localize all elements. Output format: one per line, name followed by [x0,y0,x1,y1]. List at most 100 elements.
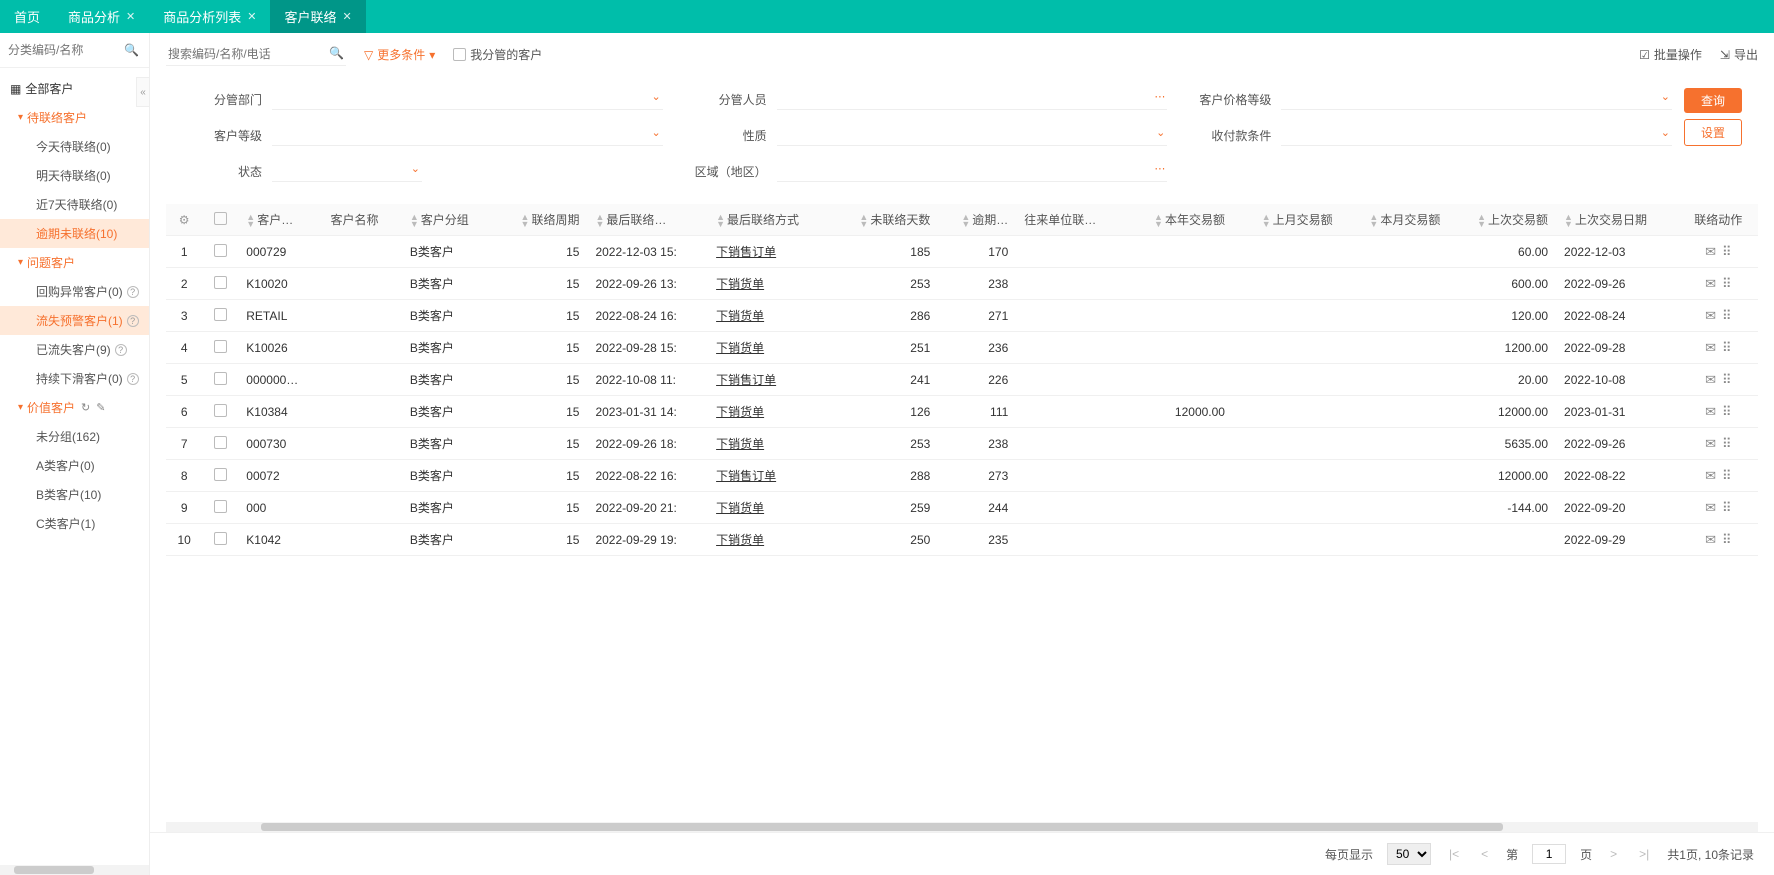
more-icon[interactable]: ⠿ [1722,372,1732,387]
help-icon[interactable]: ? [115,344,127,356]
my-customers-checkbox[interactable]: 我分管的客户 [453,46,542,63]
wechat-icon[interactable]: ✉ [1705,340,1716,355]
close-icon[interactable]: ✕ [126,10,135,23]
setup-button[interactable]: 设置 [1684,119,1742,146]
col-gear[interactable]: ⚙ [166,204,202,236]
first-page-button[interactable]: |< [1445,847,1463,861]
tree-item[interactable]: A类客户(0) [0,451,149,480]
method-link[interactable]: 下销货单 [716,405,764,419]
col-actions[interactable]: 联络动作 [1679,204,1758,236]
more-icon[interactable]: ⠿ [1722,436,1732,451]
tree-item[interactable]: 持续下滑客户(0)? [0,364,149,393]
more-icon[interactable]: ⠿ [1722,404,1732,419]
more-icon[interactable]: ⠿ [1722,340,1732,355]
row-checkbox[interactable] [214,308,227,321]
filter-customer-level[interactable]: 客户等级⌄ [182,124,663,146]
close-icon[interactable]: ✕ [343,10,352,23]
method-link[interactable]: 下销货单 [716,501,764,515]
col-lastm[interactable]: ▲▼上月交易额 [1233,204,1341,236]
method-link[interactable]: 下销售订单 [716,245,776,259]
col-partner[interactable]: 往来单位联… [1016,204,1125,236]
search-input[interactable] [166,43,346,66]
method-link[interactable]: 下销货单 [716,533,764,547]
tree-group-0[interactable]: 待联络客户 [0,103,149,132]
col-thism[interactable]: ▲▼本月交易额 [1341,204,1449,236]
tab-1[interactable]: 商品分析✕ [54,0,149,33]
col-last_method[interactable]: ▲▼最后联络方式 [708,204,831,236]
wechat-icon[interactable]: ✉ [1705,404,1716,419]
checkbox-all[interactable] [214,212,227,225]
sidebar-search-input[interactable] [8,43,141,57]
tree-item[interactable]: 回购异常客户(0)? [0,277,149,306]
method-link[interactable]: 下销货单 [716,277,764,291]
next-page-button[interactable]: > [1606,847,1621,861]
search-icon[interactable]: 🔍 [124,43,139,57]
more-icon[interactable]: ⠿ [1722,276,1732,291]
row-checkbox[interactable] [214,340,227,353]
wechat-icon[interactable]: ✉ [1705,372,1716,387]
help-icon[interactable]: ? [127,373,139,385]
wechat-icon[interactable]: ✉ [1705,500,1716,515]
last-page-button[interactable]: >| [1635,847,1653,861]
tree-item[interactable]: C类客户(1) [0,509,149,538]
col-year[interactable]: ▲▼本年交易额 [1125,204,1233,236]
sidebar-scrollbar[interactable] [0,865,149,875]
more-icon[interactable]: ⠿ [1722,500,1732,515]
per-page-select[interactable]: 50 [1387,843,1431,865]
col-last_time[interactable]: ▲▼最后联络… [587,204,708,236]
filter-price-level[interactable]: 客户价格等级⌄ [1191,88,1672,110]
tab-2[interactable]: 商品分析列表✕ [149,0,270,33]
tab-3[interactable]: 客户联络✕ [270,0,365,33]
method-link[interactable]: 下销售订单 [716,469,776,483]
gear-icon[interactable]: ⚙ [179,213,190,227]
search-icon[interactable]: 🔍 [329,46,344,60]
sidebar-collapse-button[interactable]: « [136,77,150,107]
tree-item[interactable]: 未分组(162) [0,422,149,451]
tree-item[interactable]: 今天待联络(0) [0,132,149,161]
wechat-icon[interactable]: ✉ [1705,244,1716,259]
tab-0[interactable]: 首页 [0,0,54,33]
col-code[interactable]: ▲▼客户… [238,204,322,236]
row-checkbox[interactable] [214,372,227,385]
tree-item[interactable]: 流失预警客户(1)? [0,306,149,335]
col-group[interactable]: ▲▼客户分组 [402,204,495,236]
method-link[interactable]: 下销货单 [716,437,764,451]
batch-action-button[interactable]: ☑ 批量操作 [1639,46,1702,63]
col-chk[interactable] [202,204,238,236]
filter-nature[interactable]: 性质⌄ [687,124,1168,146]
filter-region[interactable]: 区域（地区）⋯ [687,160,1168,182]
filter-person[interactable]: 分管人员⋯ [687,88,1168,110]
table-scrollbar[interactable] [166,822,1758,832]
method-link[interactable]: 下销货单 [716,341,764,355]
export-button[interactable]: ⇲ 导出 [1720,46,1758,63]
more-icon[interactable]: ⠿ [1722,244,1732,259]
method-link[interactable]: 下销货单 [716,309,764,323]
row-checkbox[interactable] [214,244,227,257]
col-overdue[interactable]: ▲▼逾期… [938,204,1016,236]
wechat-icon[interactable]: ✉ [1705,276,1716,291]
more-icon[interactable]: ⠿ [1722,308,1732,323]
filter-payment-terms[interactable]: 收付款条件⌄ [1191,124,1672,146]
tree-item[interactable]: 近7天待联络(0) [0,190,149,219]
filter-department[interactable]: 分管部门⌄ [182,88,663,110]
tree-item[interactable]: 明天待联络(0) [0,161,149,190]
tree-group-1[interactable]: 问题客户 [0,248,149,277]
col-last_date[interactable]: ▲▼上次交易日期 [1556,204,1679,236]
wechat-icon[interactable]: ✉ [1705,436,1716,451]
col-name[interactable]: 客户名称 [323,204,402,236]
col-days[interactable]: ▲▼未联络天数 [831,204,939,236]
row-checkbox[interactable] [214,404,227,417]
tree-group-2[interactable]: 价值客户↻✎ [0,393,149,422]
tree-item[interactable]: 逾期未联络(10) [0,219,149,248]
help-icon[interactable]: ? [127,286,139,298]
query-button[interactable]: 查询 [1684,88,1742,113]
prev-page-button[interactable]: < [1477,847,1492,861]
more-icon[interactable]: ⠿ [1722,532,1732,547]
row-checkbox[interactable] [214,500,227,513]
row-checkbox[interactable] [214,436,227,449]
tree-item[interactable]: B类客户(10) [0,480,149,509]
col-cycle[interactable]: ▲▼联络周期 [495,204,588,236]
wechat-icon[interactable]: ✉ [1705,468,1716,483]
row-checkbox[interactable] [214,276,227,289]
col-last_amt[interactable]: ▲▼上次交易额 [1448,204,1556,236]
